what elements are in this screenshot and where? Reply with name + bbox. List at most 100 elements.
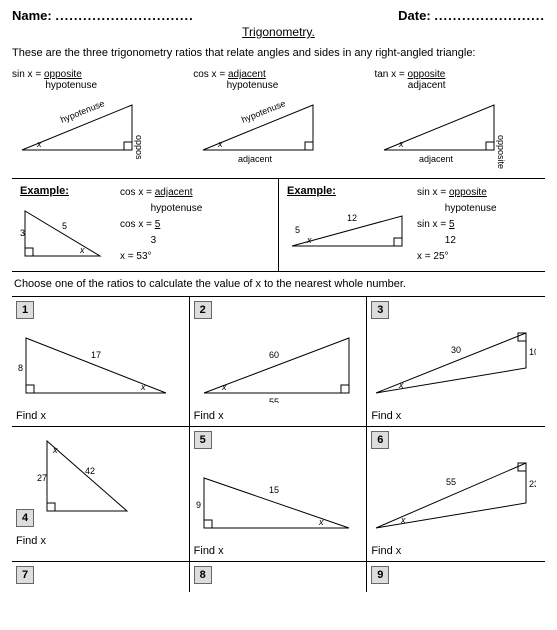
cos-triangle: hypotenuse adjacent x — [193, 95, 333, 170]
svg-text:adjacent: adjacent — [238, 154, 273, 164]
sin-num: opposite — [44, 69, 82, 80]
problem-number: 4 — [16, 509, 34, 527]
svg-text:55: 55 — [446, 477, 456, 487]
svg-text:x: x — [52, 445, 58, 455]
example-1-title: Example: — [20, 185, 110, 197]
sin-den: hypotenuse — [45, 80, 97, 91]
problem-1-triangle: 8 17 x — [16, 323, 176, 403]
worksheet-page: Name: .............................. Dat… — [0, 0, 557, 600]
ratio-tan: tan x = opposite adjacent opposite adjac… — [374, 69, 545, 170]
name-label: Name: — [12, 8, 52, 23]
problem-cell-1: 1 8 17 x Find x — [12, 297, 190, 427]
tan-triangle: opposite adjacent x — [374, 95, 514, 170]
problem-cell-5: 5 9 15 x Find x — [190, 427, 368, 562]
svg-text:3: 3 — [20, 228, 25, 238]
svg-text:x: x — [306, 235, 312, 245]
ratio-cos: cos x = adjacent hypotenuse hypotenuse a… — [193, 69, 364, 170]
tan-num: opposite — [408, 69, 446, 80]
find-label: Find x — [194, 545, 363, 557]
problem-cell-7: 7 — [12, 562, 190, 592]
svg-text:x: x — [398, 139, 404, 149]
name-field: Name: .............................. — [12, 8, 194, 23]
svg-text:x: x — [398, 380, 404, 390]
svg-text:15: 15 — [269, 485, 279, 495]
ratio-definitions: sin x = opposite hypotenuse hypotenuse o… — [12, 69, 545, 170]
example-1-triangle: 3 5 x — [20, 201, 110, 261]
svg-text:8: 8 — [18, 363, 23, 373]
find-label: Find x — [194, 410, 363, 422]
problem-6-triangle: 55 23 x — [371, 453, 536, 538]
svg-text:27: 27 — [37, 473, 47, 483]
sin-lhs: sin x = — [12, 69, 41, 80]
date-field: Date: ........................ — [398, 8, 545, 23]
tan-lhs: tan x = — [374, 69, 404, 80]
problem-number: 7 — [16, 566, 34, 584]
tan-formula: tan x = opposite adjacent — [374, 69, 545, 91]
tan-den: adjacent — [408, 80, 446, 91]
cos-num: adjacent — [228, 69, 266, 80]
problem-number: 8 — [194, 566, 212, 584]
worksheet-title: Trigonometry. — [12, 25, 545, 39]
example-2: Example: 5 12 x sin x = opposite hypoten… — [279, 179, 545, 271]
example-1-left: Example: 3 5 x — [20, 185, 110, 264]
problem-4-triangle: 27 42 x — [37, 431, 147, 521]
svg-text:10: 10 — [529, 347, 536, 357]
svg-text:x: x — [79, 245, 85, 255]
ratio-sin: sin x = opposite hypotenuse hypotenuse o… — [12, 69, 183, 170]
find-label: Find x — [371, 410, 541, 422]
svg-text:9: 9 — [196, 500, 201, 510]
problem-cell-4: 4 27 42 x Find x — [12, 427, 190, 562]
svg-text:x: x — [217, 139, 223, 149]
svg-text:x: x — [221, 382, 227, 392]
svg-text:x: x — [36, 139, 42, 149]
problem-cell-9: 9 — [367, 562, 545, 592]
problem-number: 1 — [16, 301, 34, 319]
problem-number: 6 — [371, 431, 389, 449]
cos-den: hypotenuse — [227, 80, 279, 91]
intro-text: These are the three trigonometry ratios … — [12, 47, 545, 59]
example-2-triangle: 5 12 x — [287, 201, 407, 256]
svg-text:5: 5 — [62, 221, 67, 231]
date-label: Date: — [398, 8, 431, 23]
svg-text:x: x — [318, 517, 324, 527]
problem-5-triangle: 9 15 x — [194, 453, 359, 538]
svg-text:55: 55 — [269, 397, 279, 403]
example-1: Example: 3 5 x cos x = adjacent hypotenu… — [12, 179, 279, 271]
problem-cell-8: 8 — [190, 562, 368, 592]
svg-text:12: 12 — [347, 213, 357, 223]
find-label: Find x — [371, 545, 541, 557]
examples-row: Example: 3 5 x cos x = adjacent hypotenu… — [12, 178, 545, 272]
problem-cell-6: 6 55 23 x Find x — [367, 427, 545, 562]
name-dots: .............................. — [55, 8, 193, 23]
svg-text:60: 60 — [269, 350, 279, 360]
sin-formula: sin x = opposite hypotenuse — [12, 69, 183, 91]
svg-text:30: 30 — [451, 345, 461, 355]
problem-2-triangle: 60 55 x — [194, 323, 359, 403]
problem-cell-2: 2 60 55 x Find x — [190, 297, 368, 427]
svg-text:23: 23 — [529, 479, 536, 489]
problem-cell-3: 3 30 10 x Find x — [367, 297, 545, 427]
instruction-text: Choose one of the ratios to calculate th… — [12, 272, 545, 297]
svg-text:adjacent: adjacent — [419, 154, 454, 164]
problem-grid: 1 8 17 x Find x 2 60 55 x Find x 3 — [12, 297, 545, 562]
problem-number: 3 — [371, 301, 389, 319]
cos-formula: cos x = adjacent hypotenuse — [193, 69, 364, 91]
sin-triangle: hypotenuse opposite x — [12, 95, 152, 160]
example-2-title: Example: — [287, 185, 407, 197]
svg-text:x: x — [400, 515, 406, 525]
svg-text:17: 17 — [91, 350, 101, 360]
problem-3-triangle: 30 10 x — [371, 323, 536, 403]
svg-text:5: 5 — [295, 225, 300, 235]
problem-number: 5 — [194, 431, 212, 449]
example-2-calc: sin x = opposite hypotenuse sin x = 5 12… — [417, 185, 497, 265]
header-row: Name: .............................. Dat… — [12, 8, 545, 23]
problem-grid-row3: 7 8 9 — [12, 562, 545, 592]
example-2-left: Example: 5 12 x — [287, 185, 407, 259]
find-label: Find x — [16, 410, 185, 422]
svg-text:x: x — [140, 382, 146, 392]
svg-text:opposite: opposite — [134, 135, 144, 160]
svg-text:opposite: opposite — [496, 135, 506, 169]
svg-text:hypotenuse: hypotenuse — [59, 98, 106, 125]
date-dots: ........................ — [434, 8, 545, 23]
problem-number: 2 — [194, 301, 212, 319]
